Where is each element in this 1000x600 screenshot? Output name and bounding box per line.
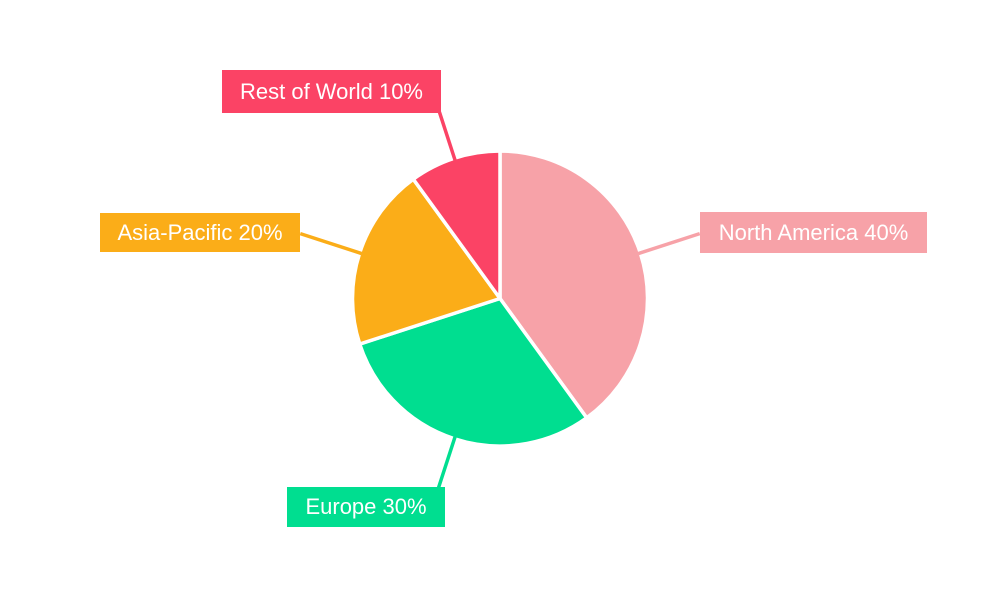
leader-line-rest-of-world	[437, 111, 457, 161]
leader-line-europe	[436, 436, 457, 489]
leader-line-asia-pacific	[299, 231, 363, 256]
pie-label-rest-of-world: Rest of World 10%	[222, 70, 441, 113]
pie-label-asia-pacific: Asia-Pacific 20%	[100, 213, 300, 252]
pie-label-north-america: North America 40%	[700, 212, 927, 253]
leader-line-north-america	[637, 231, 701, 256]
pie-label-europe: Europe 30%	[287, 487, 445, 527]
